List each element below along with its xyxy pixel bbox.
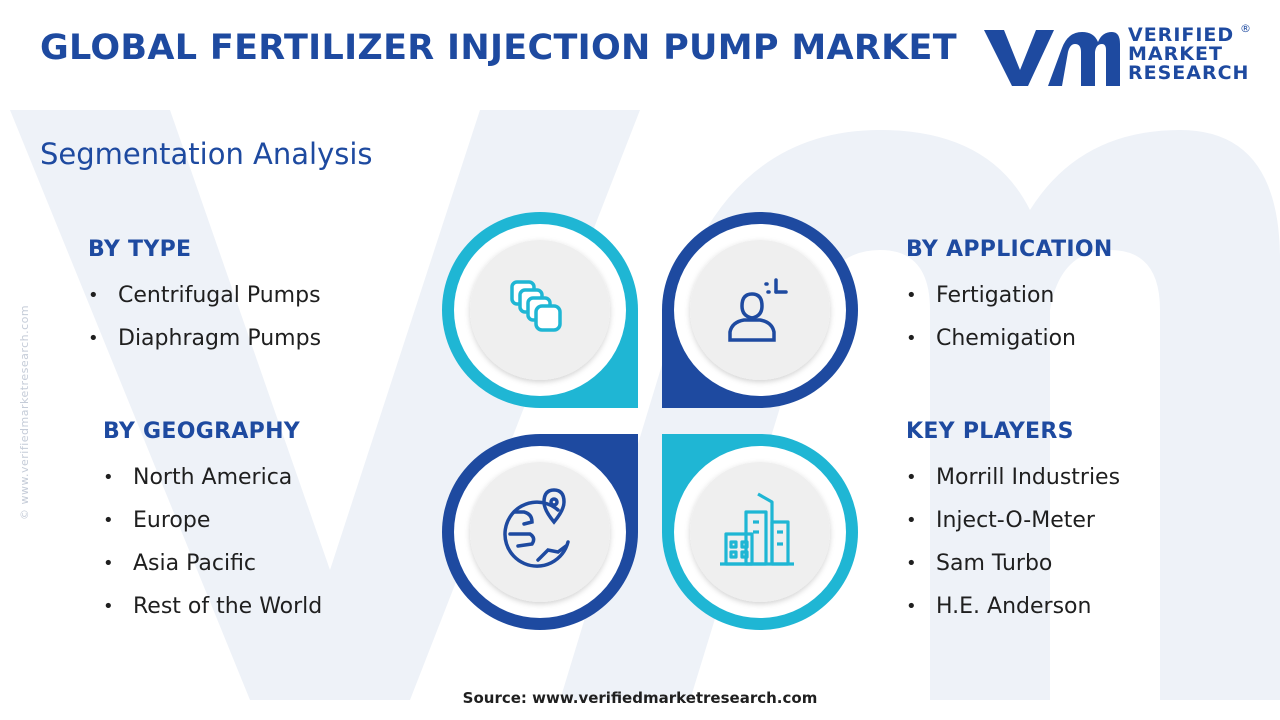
- list-item: Diaphragm Pumps: [88, 317, 321, 360]
- list-item: Fertigation: [906, 274, 1113, 317]
- list-item: H.E. Anderson: [906, 585, 1120, 628]
- segment-heading: KEY PLAYERS: [906, 419, 1074, 444]
- list-item: Rest of the World: [103, 585, 322, 628]
- globe-location-icon: [503, 488, 570, 568]
- registered-mark: ®: [1240, 22, 1251, 35]
- logo-line-verified: VERIFIED: [1128, 24, 1235, 46]
- side-credit: © www.verifiedmarketresearch.com: [18, 304, 31, 520]
- segment-list: North America Europe Asia Pacific Rest o…: [103, 456, 322, 628]
- petal-top-right: [662, 212, 858, 408]
- section-subtitle: Segmentation Analysis: [40, 137, 373, 171]
- petal-bottom-left: [442, 434, 638, 630]
- list-item: Sam Turbo: [906, 542, 1120, 585]
- petal-bottom-right: [662, 434, 858, 630]
- page-title: GLOBAL FERTILIZER INJECTION PUMP MARKET: [40, 28, 957, 68]
- logo-line-market: MARKET: [1128, 43, 1223, 65]
- segment-petal-graphic: [442, 212, 858, 630]
- list-item: Centrifugal Pumps: [88, 274, 321, 317]
- person-target-icon: [728, 278, 788, 342]
- segment-list: Fertigation Chemigation: [906, 274, 1113, 360]
- buildings-icon: [720, 492, 794, 566]
- segment-by-geography: BY GEOGRAPHY North America Europe Asia P…: [103, 419, 322, 628]
- source-credit: Source: www.verifiedmarketresearch.com: [462, 689, 818, 707]
- vmr-logo-mark: [984, 30, 1120, 86]
- stacked-cards-icon: [510, 280, 562, 332]
- list-item: North America: [103, 456, 322, 499]
- segment-list: Centrifugal Pumps Diaphragm Pumps: [88, 274, 321, 360]
- brand-logo-text: VERIFIED MARKET RESEARCH: [1128, 26, 1249, 83]
- segment-list: Morrill Industries Inject-O-Meter Sam Tu…: [906, 456, 1120, 628]
- segment-key-players: KEY PLAYERS Morrill Industries Inject-O-…: [906, 419, 1120, 628]
- segment-by-application: BY APPLICATION Fertigation Chemigation: [906, 237, 1113, 360]
- list-item: Europe: [103, 499, 322, 542]
- segment-by-type: BY TYPE Centrifugal Pumps Diaphragm Pump…: [88, 237, 321, 360]
- brand-logo: VERIFIED MARKET RESEARCH ®: [982, 22, 1252, 92]
- list-item: Morrill Industries: [906, 456, 1120, 499]
- list-item: Chemigation: [906, 317, 1113, 360]
- list-item: Inject-O-Meter: [906, 499, 1120, 542]
- logo-line-research: RESEARCH: [1128, 62, 1250, 84]
- petal-top-left: [442, 212, 638, 408]
- list-item: Asia Pacific: [103, 542, 322, 585]
- segment-heading: BY GEOGRAPHY: [103, 419, 301, 444]
- segment-heading: BY TYPE: [88, 237, 192, 262]
- segment-heading: BY APPLICATION: [906, 237, 1113, 262]
